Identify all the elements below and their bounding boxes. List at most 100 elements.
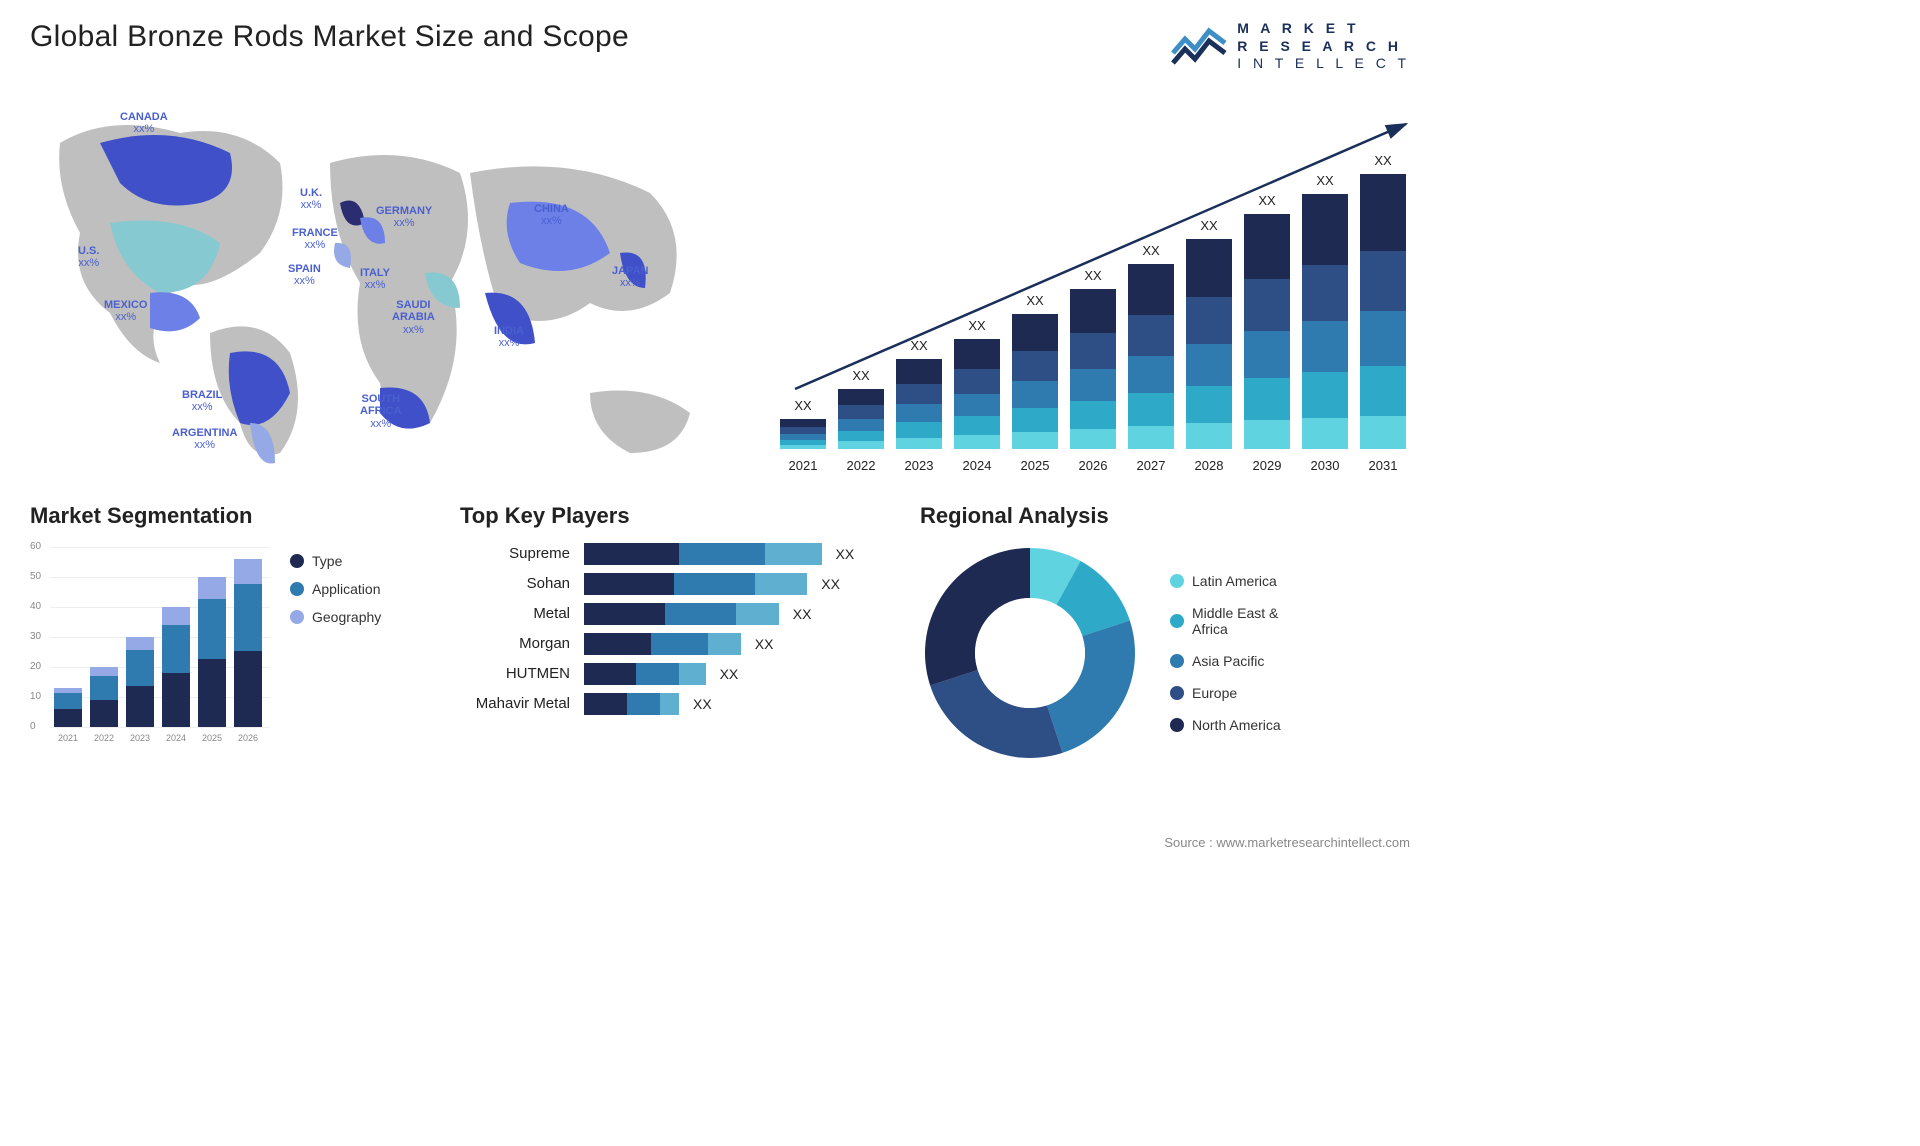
key-player-bar [584,543,822,565]
map-label: CANADAxx% [120,111,168,136]
growth-bar-seg [1302,418,1348,449]
world-map: CANADAxx%U.S.xx%MEXICOxx%BRAZILxx%ARGENT… [30,93,730,473]
map-label: SOUTHAFRICAxx% [360,393,402,431]
legend-dot [1170,614,1184,628]
key-player-value: XX [836,546,855,562]
key-player-seg [679,543,765,565]
seg-x-label: 2022 [90,733,118,743]
legend-dot [1170,718,1184,732]
growth-bar-seg [954,339,1000,370]
seg-bar-seg [54,693,82,709]
key-player-row: MorganXX [460,633,890,655]
growth-x-label: 2025 [1012,458,1058,473]
seg-gridline [50,727,270,728]
map-label: BRAZILxx% [182,389,222,414]
seg-y-label: 30 [30,631,41,642]
seg-bar [54,688,82,727]
seg-bar-seg [234,559,262,584]
growth-bar-seg [780,419,826,427]
growth-bar-seg [1128,393,1174,426]
growth-x-label: 2024 [954,458,1000,473]
seg-bar-seg [126,637,154,651]
growth-x-label: 2026 [1070,458,1116,473]
key-players-chart: SupremeXXSohanXXMetalXXMorganXXHUTMENXXM… [460,543,890,715]
logo-icon [1171,23,1227,69]
legend-dot [290,610,304,624]
growth-bar-seg [1070,401,1116,430]
growth-bar-seg [896,384,942,404]
map-label: GERMANYxx% [376,205,432,230]
key-player-value: XX [693,696,712,712]
growth-bar-seg [1012,314,1058,352]
growth-bar-seg [838,389,884,406]
growth-bar-seg [954,416,1000,436]
growth-bar [896,359,942,449]
map-label: FRANCExx% [292,227,338,252]
growth-x-label: 2027 [1128,458,1174,473]
growth-bar-value: XX [1360,153,1406,168]
growth-bar-seg [1360,366,1406,416]
growth-bar-value: XX [1244,193,1290,208]
key-player-name: Metal [460,605,570,622]
growth-bar-seg [896,359,942,384]
growth-bar-seg [1186,344,1232,386]
key-player-bar [584,663,706,685]
seg-x-label: 2025 [198,733,226,743]
segmentation-panel: Market Segmentation 01020304050602021202… [30,503,430,763]
legend-item: North America [1170,717,1281,733]
growth-bar-value: XX [838,368,884,383]
seg-bar-seg [90,700,118,727]
key-player-seg [765,543,822,565]
key-player-name: HUTMEN [460,665,570,682]
growth-bar [1244,214,1290,449]
key-player-name: Mahavir Metal [460,695,570,712]
growth-x-label: 2023 [896,458,942,473]
key-player-bar [584,633,741,655]
seg-bar-seg [198,599,226,659]
regional-title: Regional Analysis [920,503,1410,529]
legend-item: Geography [290,609,381,625]
growth-bar-seg [954,435,1000,448]
growth-bar-seg [1128,426,1174,448]
seg-bar-seg [234,651,262,727]
seg-y-label: 10 [30,691,41,702]
key-player-seg [584,633,651,655]
seg-bar-seg [198,577,226,600]
growth-bar-seg [1244,331,1290,378]
key-player-bar [584,693,679,715]
map-label: SPAINxx% [288,263,321,288]
key-player-bar [584,573,807,595]
growth-bar-seg [1128,356,1174,393]
growth-x-label: 2029 [1244,458,1290,473]
seg-x-label: 2026 [234,733,262,743]
legend-item: Type [290,553,381,569]
growth-x-label: 2030 [1302,458,1348,473]
growth-bar [954,339,1000,449]
legend-label: Type [312,553,342,569]
growth-bar-seg [1012,351,1058,381]
map-label: JAPANxx% [612,265,648,290]
seg-bar-seg [198,659,226,727]
page-title: Global Bronze Rods Market Size and Scope [30,20,629,54]
key-player-row: HUTMENXX [460,663,890,685]
growth-chart: 2021XX2022XX2023XX2024XX2025XX2026XX2027… [770,93,1410,473]
legend-label: Europe [1192,685,1237,701]
legend-dot [1170,574,1184,588]
growth-bar-seg [1186,423,1232,448]
key-player-value: XX [793,606,812,622]
key-player-seg [584,693,627,715]
growth-bar-seg [1244,378,1290,420]
legend-item: Europe [1170,685,1281,701]
legend-label: Asia Pacific [1192,653,1264,669]
growth-bar-seg [1186,239,1232,298]
seg-x-label: 2023 [126,733,154,743]
seg-x-label: 2021 [54,733,82,743]
seg-bar-seg [162,607,190,625]
legend-label: Middle East &Africa [1192,605,1278,637]
growth-bar [1128,264,1174,449]
growth-x-label: 2022 [838,458,884,473]
seg-y-label: 0 [30,721,36,732]
growth-bar-value: XX [1128,243,1174,258]
map-label: MEXICOxx% [104,299,147,324]
growth-bar-seg [838,419,884,431]
